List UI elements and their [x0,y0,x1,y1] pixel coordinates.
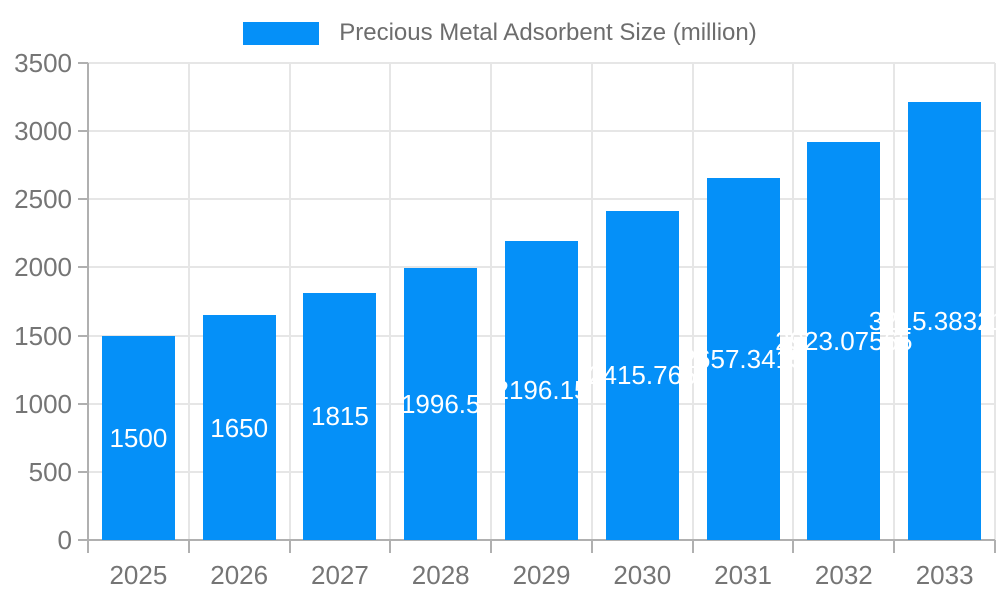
bar-value-label: 1996.5 [400,388,481,419]
bar-value-label: 1815 [311,401,369,432]
bar[interactable] [101,335,175,540]
y-tick-mark [78,62,88,64]
x-tick-label: 2026 [210,560,269,590]
bar[interactable] [605,210,679,540]
bar-value-label: 2415.765 [588,360,697,391]
legend-swatch [243,21,320,45]
y-tick-mark [78,130,88,133]
x-tick-mark [490,540,493,553]
gridline-vertical [792,63,795,553]
gridline-vertical [187,63,190,553]
x-tick-mark [893,540,896,553]
bar[interactable] [807,141,881,540]
y-tick-mark [78,266,88,269]
bar-value-label: 1500 [109,422,168,453]
y-axis-line [87,63,89,553]
bar-value-label: 2657.3415 [681,343,805,374]
legend-label: Precious Metal Adsorbent Size (million) [339,19,757,46]
bar-value-label: 2923.07565 [775,325,913,356]
gridline-vertical [288,63,291,553]
y-tick-label: 3000 [14,116,72,147]
gridline-horizontal [88,130,995,133]
gridline-vertical [893,63,896,553]
x-tick-mark [187,540,190,553]
x-tick-mark [590,540,593,553]
bar-value-label: 2196.15 [494,375,589,406]
y-tick-mark [78,470,88,473]
gridline-horizontal [88,62,995,64]
gridline-vertical [389,63,392,553]
gridline-vertical [590,63,593,553]
legend[interactable]: Precious Metal Adsorbent Size (million) [0,10,1000,56]
y-tick-label: 1000 [14,388,72,419]
y-tick-label: 3500 [14,48,72,78]
x-tick-mark [994,540,996,553]
bar-value-label: 3215.383215 [868,305,1000,336]
bar[interactable] [505,240,578,540]
bar[interactable] [908,101,982,540]
gridline-horizontal [88,198,995,201]
y-tick-label: 500 [28,456,72,487]
x-tick-mark [792,540,795,553]
x-tick-mark [691,540,694,553]
x-tick-label: 2029 [512,560,571,590]
y-tick-label: 0 [57,525,72,555]
y-tick-mark [78,198,88,201]
bar[interactable] [706,177,780,540]
y-tick-mark [78,402,88,405]
x-tick-label: 2025 [109,560,168,590]
gridline-vertical [994,63,996,553]
bar[interactable] [303,292,377,540]
y-tick-label: 2500 [14,184,72,215]
x-tick-mark [288,540,291,553]
x-tick-label: 2028 [411,560,470,590]
bar[interactable] [202,315,276,540]
x-axis-line [78,539,995,541]
x-tick-label: 2027 [311,560,369,590]
y-tick-mark [78,334,88,337]
y-tick-label: 2000 [14,252,72,283]
x-tick-label: 2031 [714,560,772,590]
bar-value-label: 1650 [210,412,269,443]
y-tick-label: 1500 [14,320,72,351]
bar[interactable] [404,267,478,540]
x-tick-label: 2033 [915,560,974,590]
x-tick-mark [389,540,392,553]
x-tick-label: 2030 [613,560,672,590]
gridline-vertical [490,63,493,553]
x-tick-label: 2032 [814,560,873,590]
gridline-vertical [691,63,694,553]
